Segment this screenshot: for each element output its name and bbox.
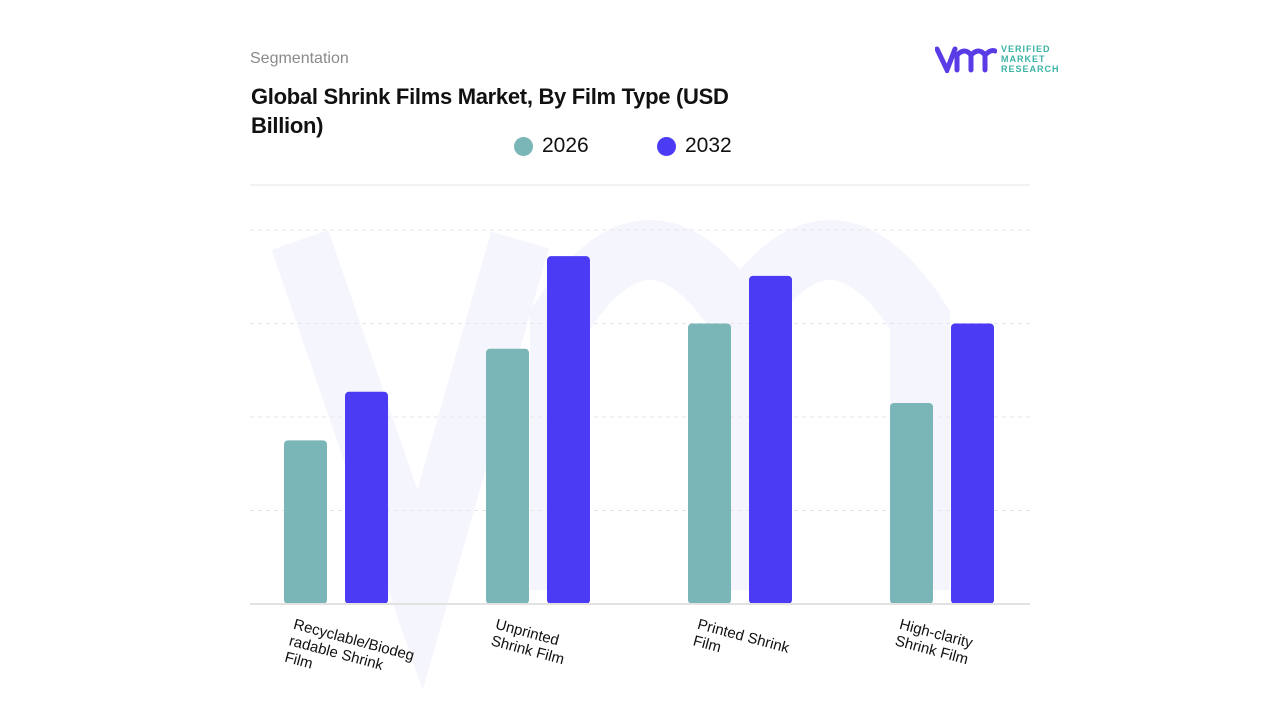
legend-item-2026[interactable]: 2026	[514, 134, 657, 158]
legend-item-2032[interactable]: 2032	[657, 134, 800, 158]
bar-2026-3[interactable]	[688, 323, 731, 605]
bar-2032-2[interactable]	[547, 256, 590, 604]
bar-2032-3[interactable]	[749, 275, 792, 604]
vmr-logo-mark-icon	[935, 46, 997, 73]
segment-label: Segmentation	[250, 50, 349, 67]
logo-text: VERIFIED MARKET RESEARCH	[1001, 44, 1060, 74]
logo-line: VERIFIED	[1001, 44, 1051, 54]
bar-2026-4[interactable]	[890, 402, 933, 604]
legend-label: 2026	[542, 134, 589, 157]
legend-label: 2032	[685, 134, 732, 157]
logo-line: RESEARCH	[1001, 64, 1060, 74]
vmr-logo: VERIFIED MARKET RESEARCH	[935, 44, 1060, 74]
watermark-logo	[271, 220, 950, 691]
legend-swatch-2032	[657, 136, 676, 156]
bar-2026-2[interactable]	[486, 348, 529, 604]
legend-swatch-2026	[514, 136, 533, 156]
legend: 2026 2032	[514, 134, 800, 158]
bar-2032-4[interactable]	[951, 323, 994, 605]
bar-2026-1[interactable]	[284, 440, 327, 604]
chart-title: Global Shrink Films Market, By Film Type…	[251, 84, 729, 138]
logo-line: MARKET	[1001, 54, 1046, 64]
bar-2032-1[interactable]	[345, 391, 388, 604]
